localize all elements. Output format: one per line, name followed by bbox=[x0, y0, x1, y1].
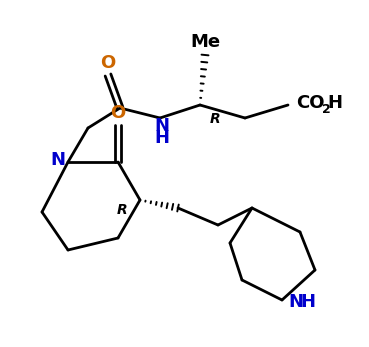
Text: N: N bbox=[51, 151, 66, 169]
Text: N: N bbox=[155, 117, 169, 135]
Text: R: R bbox=[117, 203, 127, 217]
Text: O: O bbox=[110, 104, 125, 122]
Text: Me: Me bbox=[190, 33, 220, 51]
Text: CO: CO bbox=[296, 94, 324, 112]
Text: R: R bbox=[210, 112, 220, 126]
Text: N: N bbox=[289, 293, 303, 311]
Text: 2: 2 bbox=[322, 102, 330, 116]
Text: O: O bbox=[100, 54, 115, 72]
Text: H: H bbox=[328, 94, 342, 112]
Text: H: H bbox=[300, 293, 315, 311]
Text: H: H bbox=[155, 129, 169, 147]
